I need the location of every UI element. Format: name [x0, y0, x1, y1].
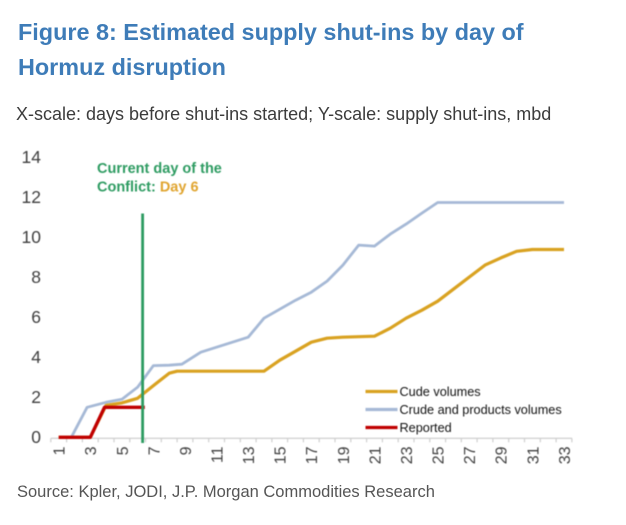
svg-text:Cude volumes: Cude volumes: [400, 385, 481, 399]
svg-text:31: 31: [525, 446, 542, 464]
svg-text:1: 1: [52, 446, 69, 455]
svg-text:8: 8: [31, 267, 41, 287]
svg-text:Current day of the: Current day of the: [97, 161, 222, 177]
svg-text:Crude and products volumes: Crude and products volumes: [400, 403, 562, 417]
svg-text:33: 33: [557, 446, 574, 464]
svg-text:0: 0: [31, 427, 41, 447]
svg-text:13: 13: [241, 446, 258, 464]
svg-text:17: 17: [304, 446, 321, 464]
svg-text:21: 21: [367, 446, 384, 464]
svg-text:25: 25: [431, 446, 448, 464]
svg-text:7: 7: [146, 446, 163, 455]
svg-text:4: 4: [31, 347, 41, 367]
svg-text:9: 9: [178, 446, 195, 455]
svg-text:12: 12: [22, 187, 41, 207]
svg-text:6: 6: [31, 307, 41, 327]
svg-text:Conflict: Day 6: Conflict: Day 6: [97, 180, 199, 196]
svg-text:10: 10: [22, 227, 42, 247]
svg-text:3: 3: [83, 446, 100, 455]
svg-text:11: 11: [210, 446, 227, 463]
svg-text:29: 29: [494, 446, 511, 464]
svg-text:Reported: Reported: [400, 421, 452, 435]
svg-text:2: 2: [31, 387, 41, 407]
svg-text:19: 19: [336, 446, 353, 464]
svg-text:23: 23: [399, 446, 416, 464]
svg-text:5: 5: [115, 446, 132, 455]
svg-text:14: 14: [22, 147, 42, 167]
svg-text:27: 27: [462, 446, 479, 464]
svg-text:15: 15: [273, 446, 290, 464]
